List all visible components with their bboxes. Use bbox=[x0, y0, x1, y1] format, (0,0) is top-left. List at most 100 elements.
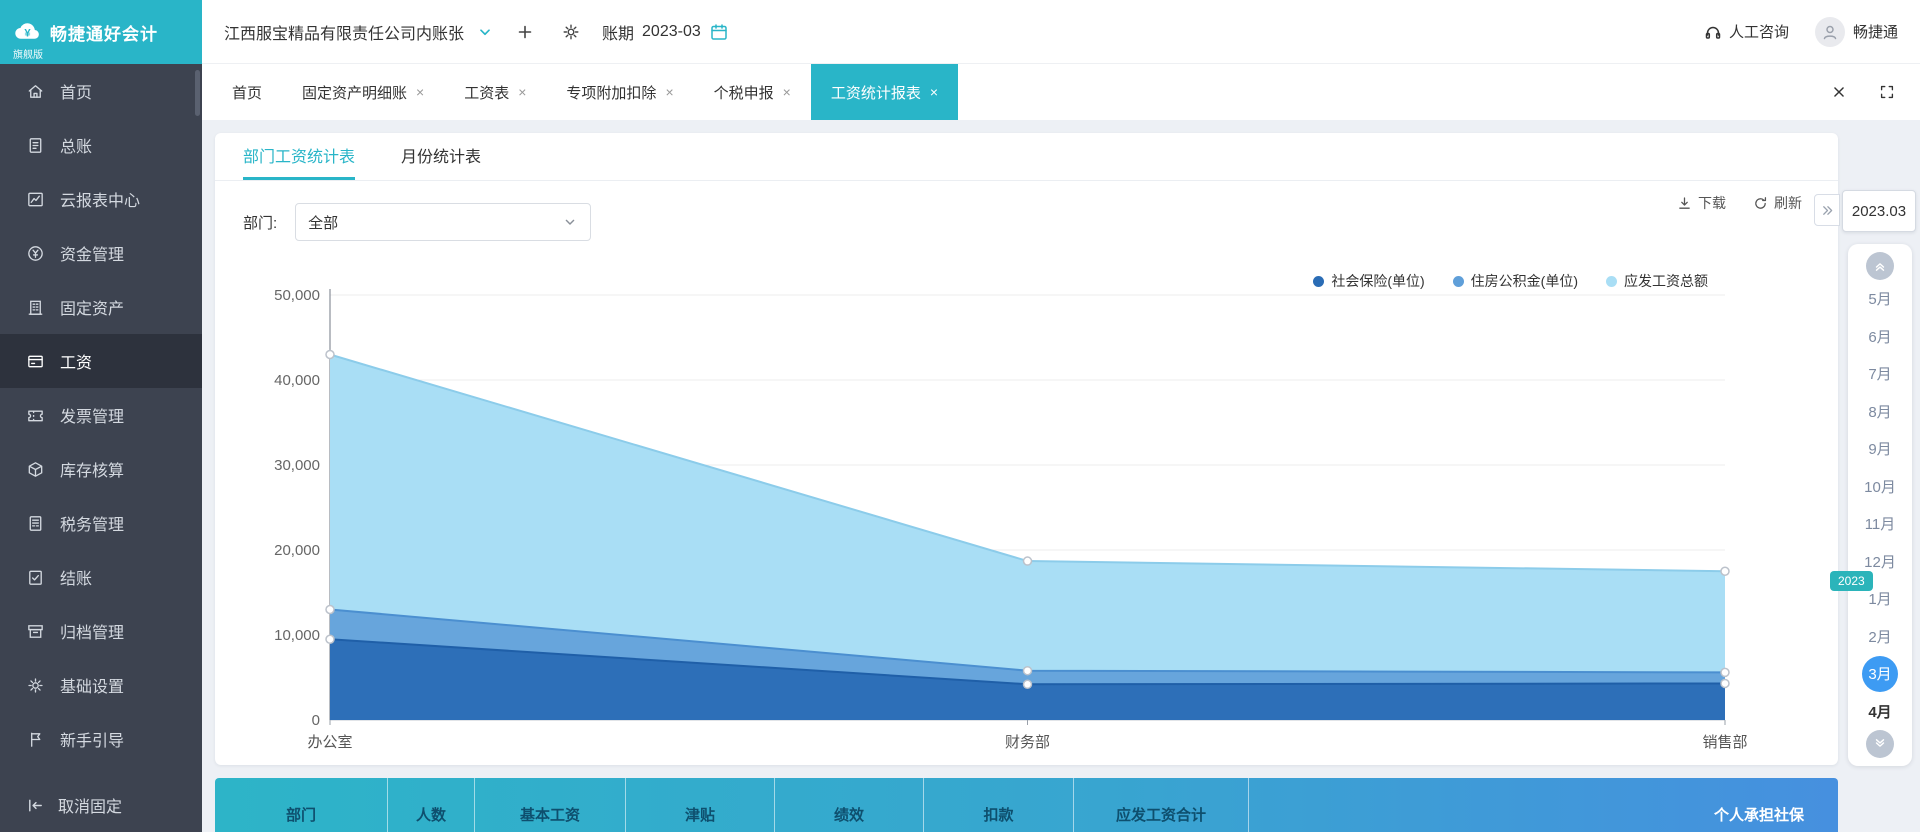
tab-close-icon[interactable]: × bbox=[518, 84, 527, 100]
month-item[interactable]: 11月 bbox=[1864, 516, 1896, 534]
month-scroll-down-button[interactable] bbox=[1866, 730, 1894, 758]
settings-button[interactable] bbox=[556, 17, 586, 47]
company-selector[interactable]: 江西服宝精品有限责任公司内账张 bbox=[224, 20, 494, 44]
sidebar-item-closing[interactable]: 结账 bbox=[0, 550, 202, 604]
sidebar-item-label: 总账 bbox=[60, 139, 93, 156]
month-rail: 5月 6月 7月 8月 9月 10月 11月 12月 1月 2月 3月 4月 2… bbox=[1830, 244, 1912, 766]
clipboard-check-icon bbox=[26, 568, 45, 587]
department-select[interactable]: 全部 bbox=[295, 203, 592, 241]
double-chevron-right-icon bbox=[1822, 205, 1832, 215]
month-item[interactable]: 6月 bbox=[1868, 328, 1892, 346]
month-item[interactable]: 7月 bbox=[1868, 366, 1892, 384]
legend-dot-icon bbox=[1606, 275, 1617, 287]
tab-fixed-asset-ledger[interactable]: 固定资产明细账 × bbox=[282, 64, 444, 120]
sidebar-item-fixed-assets[interactable]: 固定资产 bbox=[0, 280, 202, 334]
month-item[interactable]: 2月 bbox=[1868, 628, 1892, 646]
month-item[interactable]: 1月 bbox=[1868, 591, 1892, 609]
month-item[interactable]: 8月 bbox=[1868, 403, 1892, 421]
headset-icon bbox=[1705, 26, 1721, 39]
box-icon bbox=[26, 460, 45, 479]
sidebar-item-archive[interactable]: 归档管理 bbox=[0, 604, 202, 658]
legend-item[interactable]: 社会保险(单位) bbox=[1313, 271, 1425, 291]
close-all-tabs-button[interactable] bbox=[1824, 77, 1854, 107]
svg-text:10,000: 10,000 bbox=[274, 627, 320, 644]
sidebar-item-cloud-reports[interactable]: 云报表中心 bbox=[0, 172, 202, 226]
sidebar-item-label: 基础设置 bbox=[60, 679, 125, 696]
building-icon bbox=[26, 298, 45, 317]
top-bar: ¥ 畅捷通好会计 旗舰版 江西服宝精品有限责任公司内账张 账期 2023-03 bbox=[0, 0, 1920, 64]
svg-text:30,000: 30,000 bbox=[274, 457, 320, 474]
summary-table-header: 部门 人数 基本工资 津贴 绩效 扣款 应发工资合计 个人承担社保 bbox=[215, 778, 1838, 832]
legend-label: 应发工资总额 bbox=[1624, 273, 1708, 289]
table-header-cell: 津贴 bbox=[626, 778, 775, 832]
plus-icon bbox=[518, 25, 532, 38]
tab-label: 首页 bbox=[232, 84, 263, 102]
period-picker[interactable]: 账期 2023-03 bbox=[602, 20, 729, 44]
sidebar-item-salary[interactable]: 工资 bbox=[0, 334, 202, 388]
subtab-month-statistics[interactable]: 月份统计表 bbox=[401, 133, 481, 180]
tab-salary-statistics[interactable]: 工资统计报表 × bbox=[810, 64, 959, 120]
legend-dot-icon bbox=[1452, 275, 1464, 287]
month-rail-collapse-button[interactable] bbox=[1814, 194, 1840, 226]
legend-label: 住房公积金(单位) bbox=[1470, 273, 1578, 289]
unpin-button[interactable]: 取消固定 bbox=[0, 778, 202, 832]
refresh-icon bbox=[1755, 196, 1767, 209]
svg-text:0: 0 bbox=[312, 712, 320, 729]
ledger-icon bbox=[26, 136, 45, 155]
sidebar-item-funds[interactable]: 资金管理 bbox=[0, 226, 202, 280]
legend-item[interactable]: 应发工资总额 bbox=[1606, 271, 1708, 291]
legend-item[interactable]: 住房公积金(单位) bbox=[1452, 271, 1578, 291]
report-panel: 部门工资统计表 月份统计表 下载 刷新 部门: 全部 社会保险(单位) 住房公积金… bbox=[215, 133, 1838, 765]
chevron-down-icon bbox=[562, 214, 578, 230]
report-subtabs: 部门工资统计表 月份统计表 bbox=[215, 133, 1838, 181]
tab-close-icon[interactable]: × bbox=[665, 84, 674, 100]
sidebar-item-invoices[interactable]: 发票管理 bbox=[0, 388, 202, 442]
download-label: 下载 bbox=[1698, 195, 1726, 211]
archive-icon bbox=[26, 622, 45, 641]
tab-bar: 首页 固定资产明细账 × 工资表 × 专项附加扣除 × 个税申报 × 工资统计报表 × bbox=[202, 64, 1920, 120]
tab-special-deduction[interactable]: 专项附加扣除 × bbox=[546, 64, 693, 120]
sidebar-item-tax[interactable]: 税务管理 bbox=[0, 496, 202, 550]
tab-salary-sheet[interactable]: 工资表 × bbox=[444, 64, 546, 120]
current-period-box[interactable]: 2023.03 bbox=[1842, 190, 1916, 232]
tab-personal-tax[interactable]: 个税申报 × bbox=[694, 64, 811, 120]
legend-label: 社会保险(单位) bbox=[1331, 273, 1425, 289]
sidebar-item-label: 发票管理 bbox=[60, 409, 125, 426]
month-item[interactable]: 4月 bbox=[1868, 703, 1892, 721]
refresh-button[interactable]: 刷新 bbox=[1752, 193, 1802, 213]
table-header-cell: 部门 bbox=[215, 778, 388, 832]
sidebar-item-label: 库存核算 bbox=[60, 463, 125, 480]
gear-icon bbox=[26, 676, 45, 695]
calendar-icon bbox=[711, 23, 727, 40]
fullscreen-button[interactable] bbox=[1872, 77, 1902, 107]
tab-label: 专项附加扣除 bbox=[566, 84, 657, 102]
support-link[interactable]: 人工咨询 bbox=[1703, 21, 1789, 42]
month-scroll-up-button[interactable] bbox=[1866, 252, 1894, 280]
month-item[interactable]: 9月 bbox=[1868, 441, 1892, 459]
month-item[interactable]: 12月 bbox=[1864, 553, 1896, 571]
month-item[interactable]: 5月 bbox=[1868, 291, 1892, 309]
month-item[interactable]: 10月 bbox=[1864, 478, 1896, 496]
svg-text:20,000: 20,000 bbox=[274, 542, 320, 559]
filter-row: 部门: 全部 bbox=[215, 181, 1838, 241]
month-item-active[interactable]: 3月 bbox=[1848, 655, 1912, 693]
table-header-cell: 应发工资合计 bbox=[1074, 778, 1249, 832]
user-menu[interactable]: 畅捷通 bbox=[1814, 16, 1898, 47]
svg-text:50,000: 50,000 bbox=[274, 287, 320, 304]
tab-close-icon[interactable]: × bbox=[782, 84, 791, 100]
sidebar-item-ledger[interactable]: 总账 bbox=[0, 118, 202, 172]
download-button[interactable]: 下载 bbox=[1676, 193, 1726, 213]
home-icon bbox=[26, 82, 45, 101]
sidebar-item-home[interactable]: 首页 bbox=[0, 64, 202, 118]
sidebar-item-inventory[interactable]: 库存核算 bbox=[0, 442, 202, 496]
subtab-department-statistics[interactable]: 部门工资统计表 bbox=[243, 133, 356, 180]
sidebar-item-guide[interactable]: 新手引导 bbox=[0, 712, 202, 766]
tab-close-icon[interactable]: × bbox=[929, 84, 939, 100]
double-chevron-up-icon bbox=[1875, 263, 1885, 271]
sidebar-item-settings[interactable]: 基础设置 bbox=[0, 658, 202, 712]
sidebar-scrollbar-thumb[interactable] bbox=[195, 70, 200, 116]
add-button[interactable] bbox=[510, 17, 540, 47]
tab-close-icon[interactable]: × bbox=[416, 84, 425, 100]
tab-actions bbox=[1806, 64, 1920, 120]
tab-home[interactable]: 首页 bbox=[212, 64, 282, 120]
